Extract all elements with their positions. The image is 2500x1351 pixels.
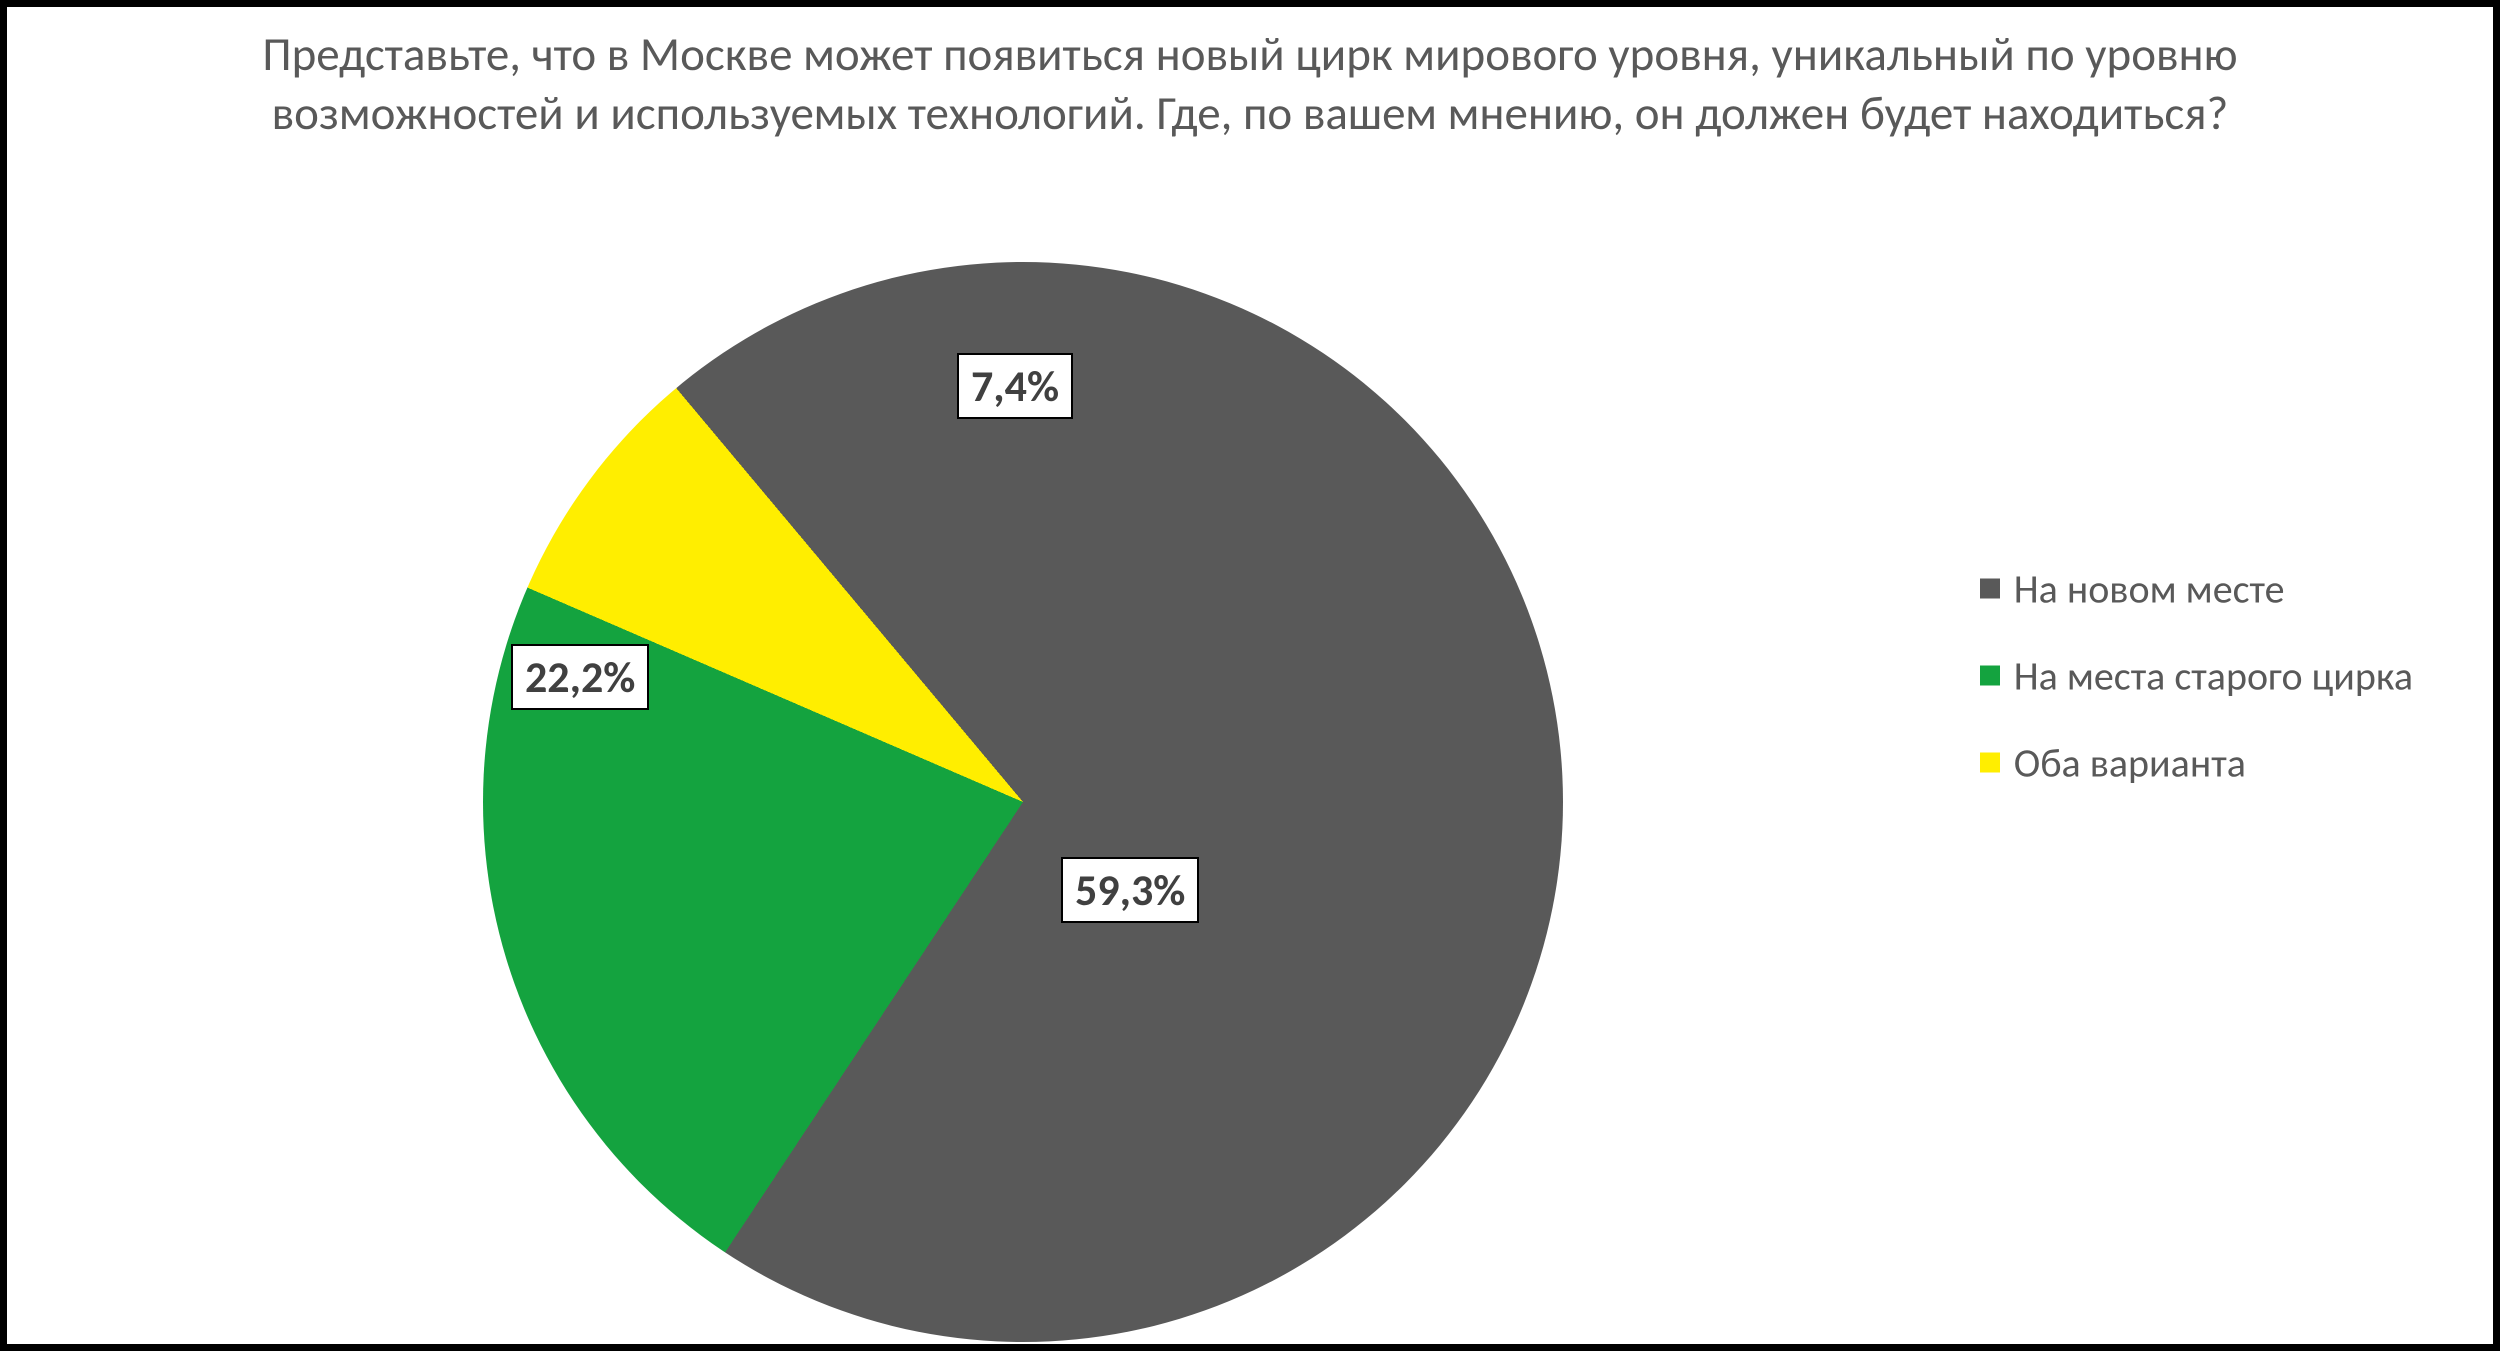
legend-item-0: На новом месте xyxy=(1980,564,2413,613)
legend-item-1: На места старого цирка xyxy=(1980,651,2413,700)
data-label-slice-2: 7,4% xyxy=(957,353,1073,419)
legend-item-2: Оба варианта xyxy=(1980,738,2413,787)
legend-swatch-1 xyxy=(1980,666,2000,686)
data-label-slice-0: 59,3% xyxy=(1061,857,1199,923)
legend-label-2: Оба варианта xyxy=(2014,738,2246,787)
data-label-slice-1: 22,2% xyxy=(511,644,649,710)
pie-chart: 59,3% 22,2% 7,4% xyxy=(483,262,1563,1342)
legend-swatch-2 xyxy=(1980,753,2000,773)
legend-label-0: На новом месте xyxy=(2014,564,2285,613)
legend-label-1: На места старого цирка xyxy=(2014,651,2413,700)
legend: На новом месте На места старого цирка Об… xyxy=(1980,564,2413,787)
chart-frame: Представьте, что в Москве может появитьс… xyxy=(0,0,2500,1351)
chart-title: Представьте, что в Москве может появитьс… xyxy=(260,25,2240,143)
pie-graphic xyxy=(483,262,1563,1342)
legend-swatch-0 xyxy=(1980,579,2000,599)
